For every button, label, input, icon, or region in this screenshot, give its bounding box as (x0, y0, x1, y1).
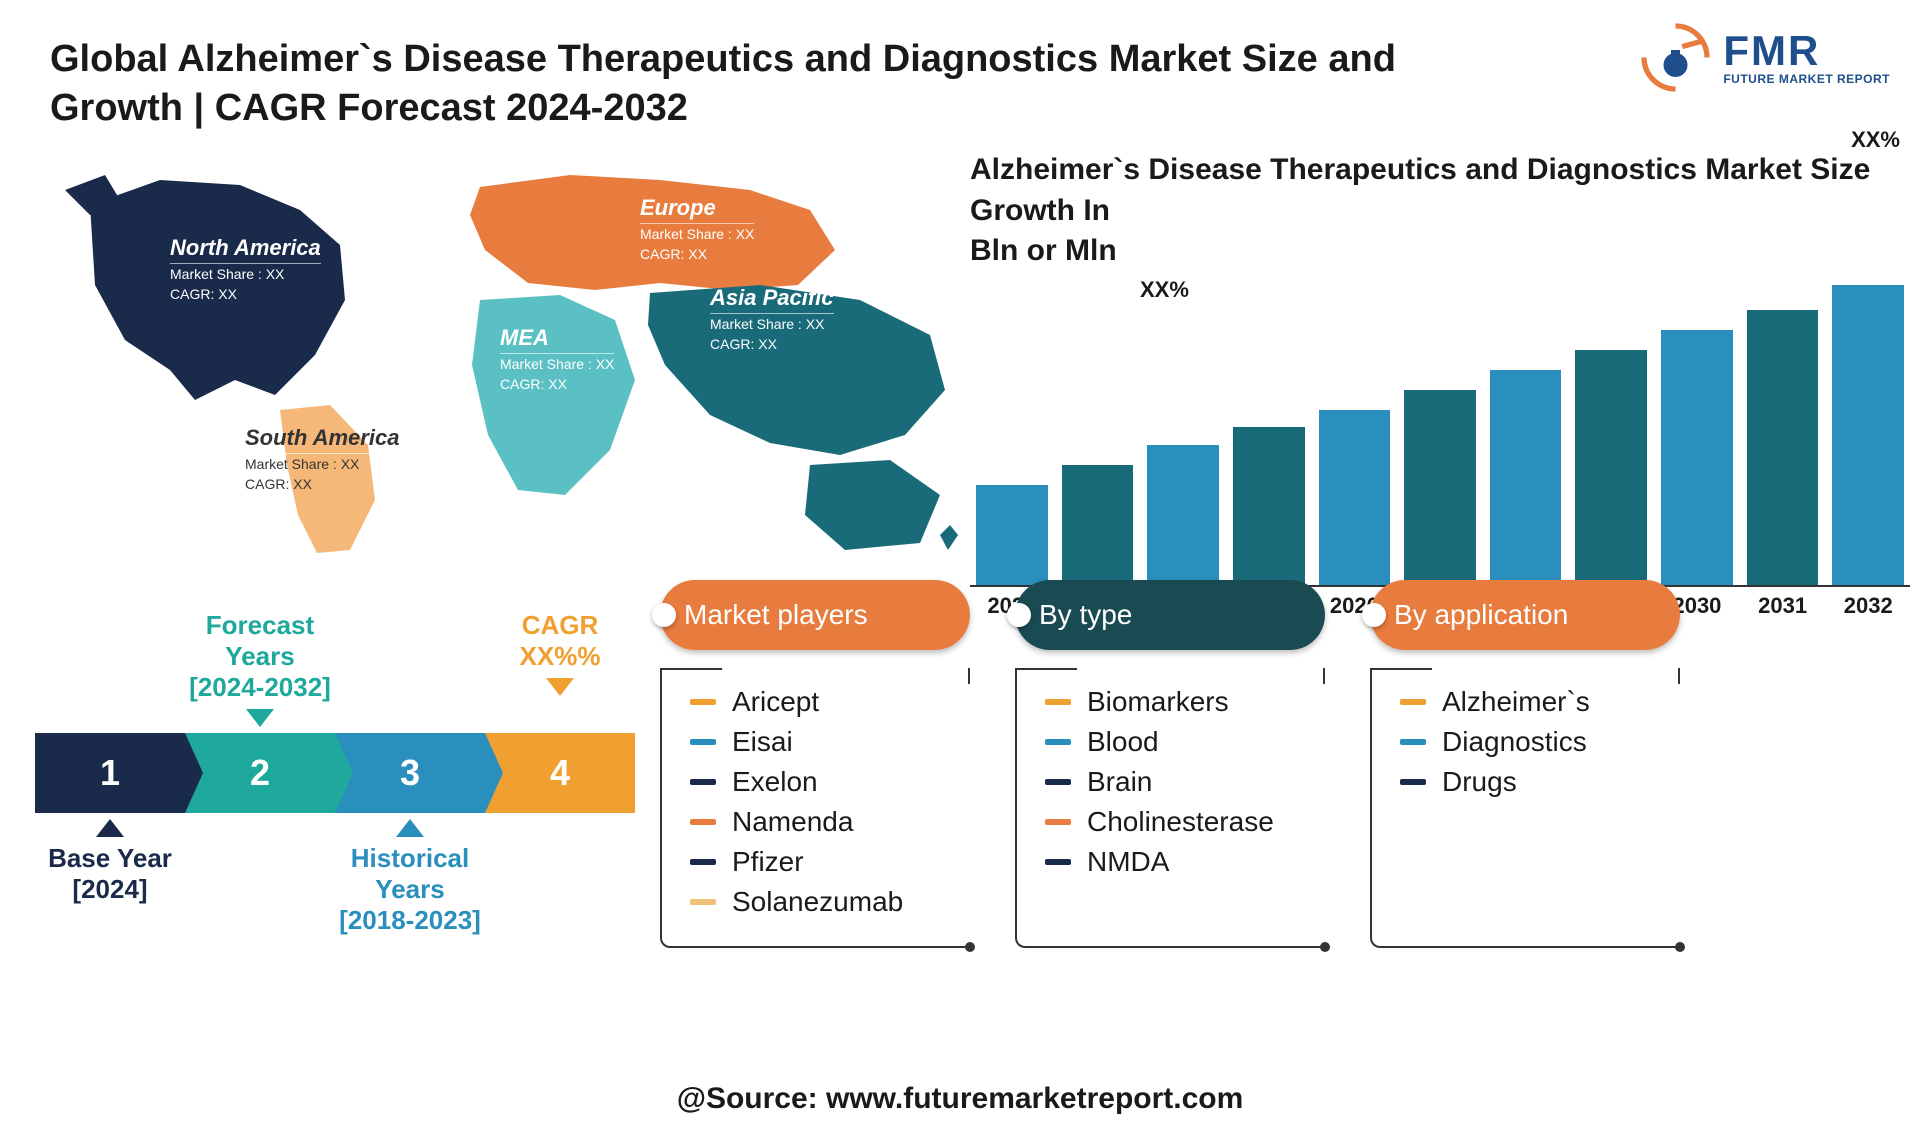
base-label: Base Year [2024] (35, 813, 185, 936)
category-pill: By application (1370, 580, 1680, 650)
logo-main: FMR (1723, 30, 1890, 72)
bar-2025 (1233, 427, 1305, 585)
region-south-america: South AmericaMarket Share : XXCAGR: XX (245, 425, 399, 492)
bar-2030 (1661, 330, 1733, 585)
bar-2023 (1062, 465, 1134, 585)
bar-2031 (1747, 310, 1819, 585)
list-item: Namenda (690, 806, 970, 838)
list-item: Eisai (690, 726, 970, 758)
bar-year-2032: 2032 (1844, 593, 1893, 619)
list-item: Blood (1045, 726, 1325, 758)
logo-sub: FUTURE MARKET REPORT (1723, 72, 1890, 86)
cagr-label: CAGR XX%% (485, 610, 635, 733)
list-item: Aricept (690, 686, 970, 718)
title-text: Global Alzheimer`s Disease Therapeutics … (50, 35, 1450, 134)
bar-2024 (1147, 445, 1219, 585)
bar-2032 (1832, 285, 1904, 585)
bar-chart: Alzheimer`s Disease Therapeutics and Dia… (970, 150, 1910, 560)
logo: FMR FUTURE MARKET REPORT (1638, 20, 1890, 95)
category-by-application: By application Alzheimer`s Diagnostics Drug… (1370, 580, 1680, 948)
world-map: North AmericaMarket Share : XXCAGR: XX So… (50, 155, 960, 555)
bar-2028 (1490, 370, 1562, 585)
timeline-seg-1: 1 (35, 733, 185, 813)
list-item: Biomarkers (1045, 686, 1325, 718)
category-pill: By type (1015, 580, 1325, 650)
list-item: Cholinesterase (1045, 806, 1325, 838)
list-item: Alzheimer`s (1400, 686, 1680, 718)
category-pill: Market players (660, 580, 970, 650)
chart-title: Alzheimer`s Disease Therapeutics and Dia… (970, 150, 1910, 272)
list-item: Diagnostics (1400, 726, 1680, 758)
bar-2022 (976, 485, 1048, 585)
category-by-type: By type Biomarkers Blood Brain Cholinesteras… (1015, 580, 1325, 948)
bar-2026 (1319, 410, 1391, 585)
list-item: Solanezumab (690, 886, 970, 918)
list-item: Pfizer (690, 846, 970, 878)
list-item: Drugs (1400, 766, 1680, 798)
list-item: Brain (1045, 766, 1325, 798)
timeline-seg-4: 4 (485, 733, 635, 813)
region-north-america: North AmericaMarket Share : XXCAGR: XX (170, 235, 321, 302)
bar-year-2031: 2031 (1758, 593, 1807, 619)
timeline-seg-3: 3 (335, 733, 485, 813)
bar-2029 (1575, 350, 1647, 585)
region-europe: EuropeMarket Share : XXCAGR: XX (640, 195, 754, 262)
region-asia-pacific: Asia PacificMarket Share : XXCAGR: XX (710, 285, 834, 352)
xx-label-2032: XX% (1851, 127, 1900, 153)
hist-label: Historical Years [2018-2023] (335, 813, 485, 936)
timeline-seg-2: 2 (185, 733, 335, 813)
list-item: Exelon (690, 766, 970, 798)
logo-icon (1638, 20, 1713, 95)
timeline: Forecast Years [2024-2032] CAGR XX%% 123… (35, 610, 635, 936)
list-item: NMDA (1045, 846, 1325, 878)
forecast-label: Forecast Years [2024-2032] (185, 610, 335, 733)
source-text: @Source: www.futuremarketreport.com (677, 1082, 1244, 1116)
region-mea: MEAMarket Share : XXCAGR: XX (500, 325, 614, 392)
category-market-players: Market players Aricept Eisai Exelon Namenda P… (660, 580, 970, 948)
page-title: Global Alzheimer`s Disease Therapeutics … (50, 35, 1450, 134)
bar-2027 (1404, 390, 1476, 585)
